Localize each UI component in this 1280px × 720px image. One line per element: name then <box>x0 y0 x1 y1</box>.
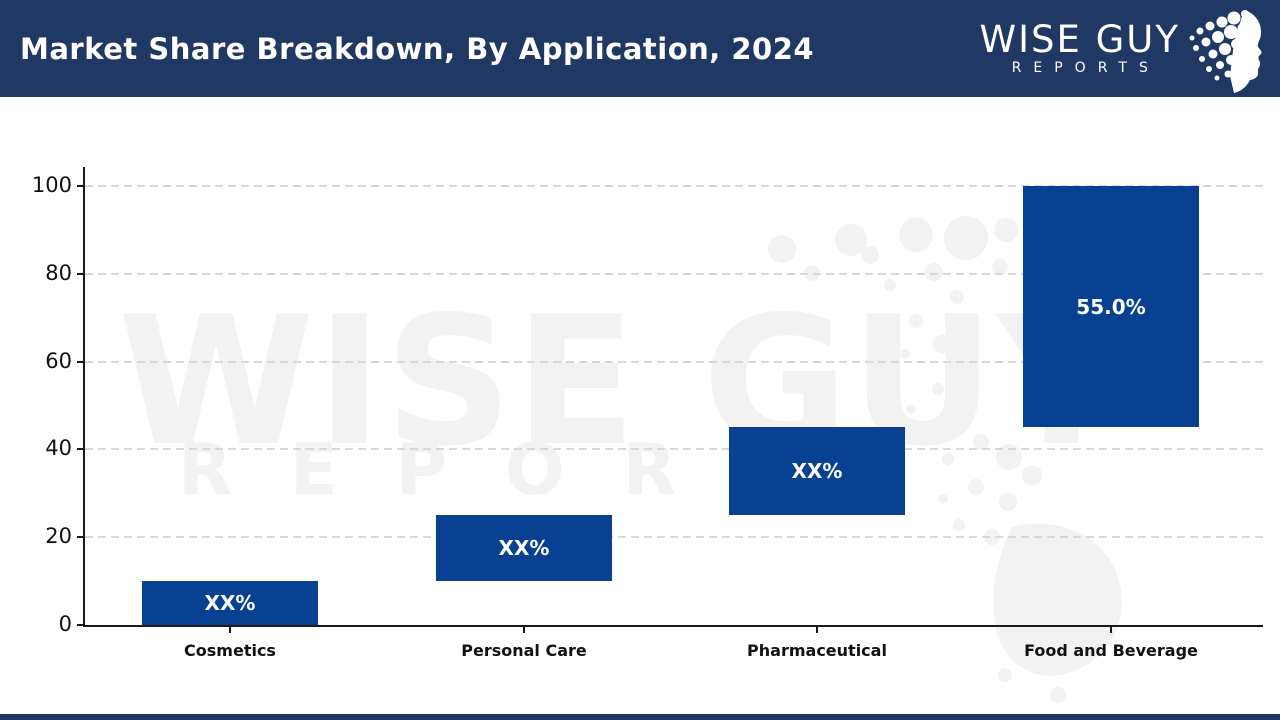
x-axis-line <box>83 625 1263 627</box>
chart-area: WISE GUY REPORTS 0 20 40 60 80 100 XX% X <box>0 97 1280 714</box>
bar-pharmaceutical: XX% <box>729 427 905 516</box>
y-tick-mark <box>77 272 85 275</box>
plot: 0 20 40 60 80 100 XX% XX% XX% 55.0% Cosmetics Per… <box>0 97 1280 714</box>
logo-wordmark-line2: REPORTS <box>1011 60 1160 77</box>
logo-head-icon <box>1189 9 1262 93</box>
y-tick-label: 100 <box>31 173 72 197</box>
gridline-40 <box>85 448 1263 451</box>
page-title: Market Share Breakdown, By Application, … <box>20 31 815 66</box>
x-axis-label: Personal Care <box>461 641 587 660</box>
bar-cosmetics: XX% <box>142 581 318 625</box>
y-tick-mark <box>77 360 85 363</box>
y-tick-mark <box>77 624 85 626</box>
header-bar: Market Share Breakdown, By Application, … <box>0 0 1280 97</box>
y-tick-mark <box>77 536 85 539</box>
bar-food-and-beverage: 55.0% <box>1023 186 1199 428</box>
watermark-text-line1: WISE GUY <box>118 278 1128 485</box>
logo-wordmark: WISE GUY REPORTS <box>979 17 1180 77</box>
y-tick-label: 80 <box>45 260 72 285</box>
footer-bar <box>0 714 1280 720</box>
wiseguy-logo: WISE GUY REPORTS <box>980 4 1266 94</box>
gridline-20 <box>85 536 1263 539</box>
x-tick-mark <box>1110 625 1112 633</box>
bar-value-label: XX% <box>204 591 256 616</box>
x-axis-label: Food and Beverage <box>1024 641 1198 660</box>
y-tick-label: 60 <box>45 348 72 373</box>
x-axis-label: Cosmetics <box>184 641 276 660</box>
x-tick-mark <box>816 625 818 633</box>
y-tick-label: 20 <box>45 524 72 549</box>
x-tick-mark <box>229 625 231 633</box>
gridline-100 <box>85 185 1263 187</box>
bar-value-label: 55.0% <box>1076 294 1146 319</box>
logo-wordmark-line1: WISE GUY <box>979 17 1180 61</box>
bar-value-label: XX% <box>791 459 843 484</box>
x-tick-mark <box>523 625 525 633</box>
watermark-dots-head-icon <box>768 216 1122 703</box>
y-tick-label: 0 <box>58 612 72 636</box>
bar-value-label: XX% <box>498 536 550 561</box>
bar-personal-care: XX% <box>436 515 612 582</box>
y-tick-label: 40 <box>45 436 72 461</box>
y-tick-mark <box>77 185 85 187</box>
gridline-60 <box>85 360 1263 363</box>
gridline-80 <box>85 272 1263 275</box>
x-axis-label: Pharmaceutical <box>747 641 887 660</box>
y-axis-line <box>83 167 85 627</box>
y-tick-mark <box>77 448 85 451</box>
